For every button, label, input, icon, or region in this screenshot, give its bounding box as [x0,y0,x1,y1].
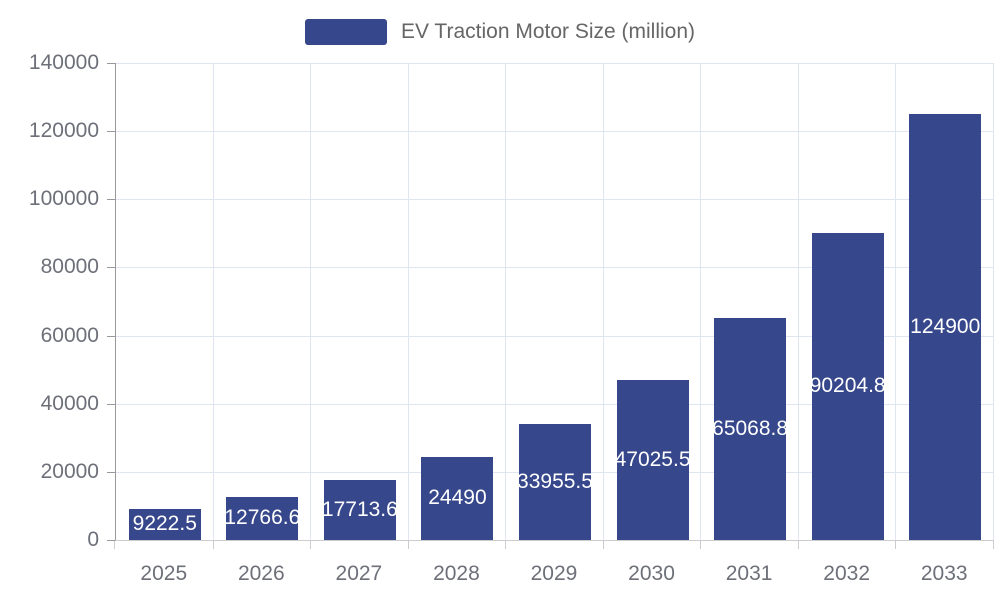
x-tick-label: 2032 [823,562,870,585]
bar-value-label: 17713.6 [323,497,396,521]
x-tick-label: 2030 [628,562,675,585]
legend-item-ev-traction-motor-size[interactable]: EV Traction Motor Size (million) [304,19,696,45]
v-gridline [212,63,214,540]
x-tick-label: 2031 [725,562,773,585]
y-tick-mark [107,540,115,541]
bar[interactable]: 90204.8 [811,232,884,540]
bar[interactable]: 33955.5 [519,424,591,540]
x-tick-label: 2033 [920,562,968,585]
x-tick-mark [505,541,507,549]
y-tick-mark [107,335,115,337]
y-tick-mark [107,63,115,64]
x-tick-label: 2025 [140,562,188,585]
bar-value-label: 124900 [910,315,981,339]
legend-label: EV Traction Motor Size (million) [400,20,696,43]
x-tick-label: 2028 [433,562,480,585]
x-tick-mark [895,541,897,549]
x-tick-mark [212,541,214,549]
y-tick-label: 120000 [28,119,99,143]
bar[interactable]: 17713.6 [323,479,396,540]
bar-value-label: 33955.5 [519,470,591,494]
y-tick-label: 80000 [40,255,99,279]
bar-value-label: 47025.5 [616,447,689,471]
h-gridline [116,335,994,337]
bar[interactable]: 9222.5 [128,508,201,540]
v-gridline [505,63,507,540]
h-gridline [116,403,994,405]
y-tick-mark [107,267,115,269]
y-tick-mark [107,131,115,133]
plot-area: 9222.5 12766.6 17713.6 24490 33955.5 47025.5 6… [115,63,994,541]
bar[interactable]: 47025.5 [616,379,689,540]
bar-value-label: 9222.5 [132,512,197,536]
x-tick-mark [602,541,604,549]
y-tick-label: 140000 [28,51,99,74]
x-tick-mark [407,541,409,549]
y-tick-label: 20000 [40,459,99,483]
y-tick-label: 40000 [40,391,99,415]
bar[interactable]: 12766.6 [226,496,299,540]
x-tick-mark [993,541,994,549]
v-gridline [310,63,312,540]
v-gridline [407,63,409,540]
x-tick-label: 2029 [530,562,578,585]
v-gridline [895,63,897,540]
h-gridline [116,63,994,64]
h-gridline [116,267,994,269]
y-tick-label: 60000 [40,323,99,347]
bar[interactable]: 124900 [909,114,982,540]
v-gridline [993,63,994,540]
bar[interactable]: 65068.8 [714,318,787,540]
y-tick-mark [107,471,115,473]
v-gridline [602,63,604,540]
bar-value-label: 90204.8 [811,374,884,398]
x-tick-mark [114,541,115,549]
bar-value-label: 24490 [428,486,487,510]
chart-legend: EV Traction Motor Size (million) [0,19,1000,45]
legend-color-swatch [304,19,387,45]
x-tick-label: 2026 [237,562,285,585]
bar[interactable]: 24490 [421,456,494,540]
y-tick-label: 100000 [28,187,99,211]
y-tick-label: 0 [87,528,99,551]
x-tick-mark [797,541,799,549]
bar-value-label: 65068.8 [714,417,787,441]
v-gridline [797,63,799,540]
x-tick-mark [700,541,702,549]
x-tick-mark [310,541,312,549]
x-tick-label: 2027 [335,562,383,585]
y-tick-mark [107,403,115,405]
h-gridline [116,131,994,133]
bar-value-label: 12766.6 [226,506,299,530]
v-gridline [700,63,702,540]
h-gridline [116,199,994,201]
y-tick-mark [107,199,115,201]
